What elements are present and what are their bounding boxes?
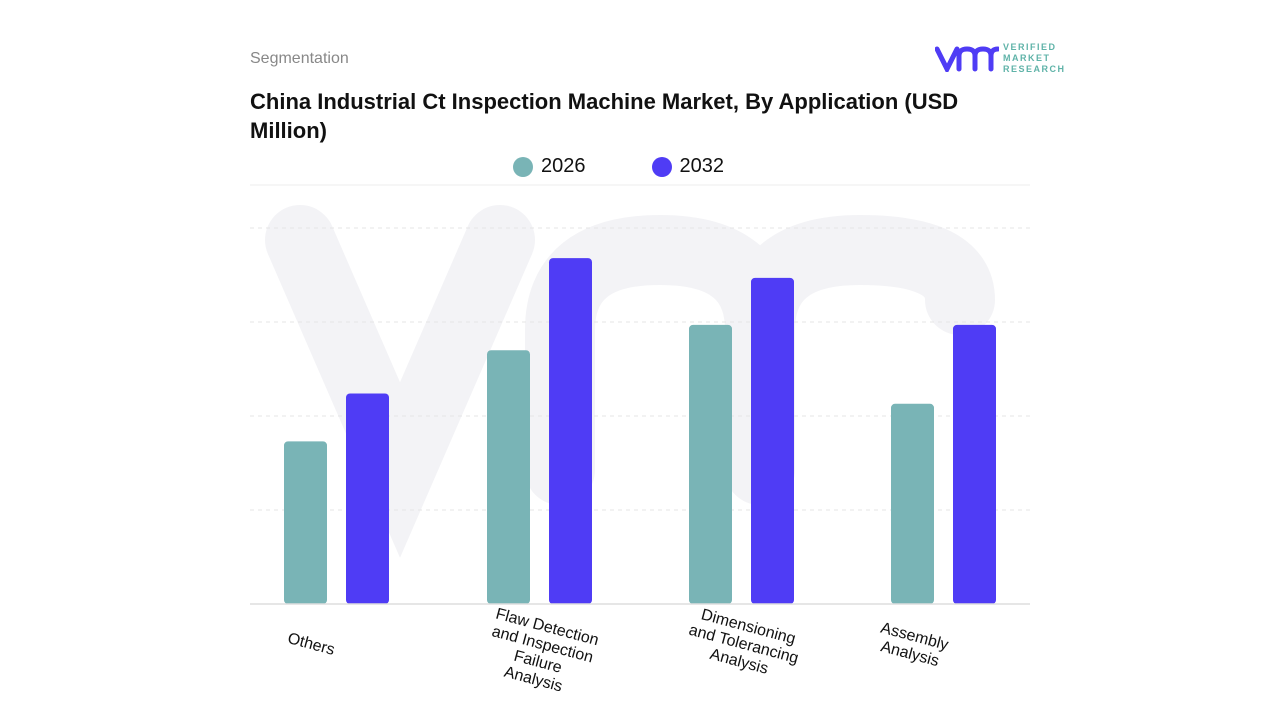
legend-item-2026: 2026 bbox=[513, 155, 586, 178]
legend-item-2032: 2032 bbox=[651, 155, 725, 178]
legend-swatch bbox=[513, 156, 533, 177]
bar-2026-1 bbox=[487, 350, 530, 604]
vmr-logo-icon bbox=[935, 45, 999, 72]
legend-label: 2026 bbox=[541, 155, 586, 177]
bar-2026-0 bbox=[284, 441, 327, 604]
logo: VERIFIED MARKET RESEARCH bbox=[935, 42, 1066, 75]
legend-label: 2032 bbox=[679, 155, 725, 177]
bar-2026-2 bbox=[689, 324, 732, 604]
bar-2026-3 bbox=[891, 403, 934, 604]
legend-swatch bbox=[651, 156, 672, 177]
bar-2032-0 bbox=[346, 393, 389, 604]
watermark-icon bbox=[265, 205, 995, 558]
logo-text: VERIFIED MARKET RESEARCH bbox=[1003, 42, 1066, 74]
bar-2032-3 bbox=[953, 324, 996, 604]
bar-2032-2 bbox=[751, 277, 794, 604]
bar-2032-1 bbox=[549, 258, 592, 604]
segment-label: Segmentation bbox=[250, 50, 349, 67]
legend: 2026 2032 bbox=[513, 155, 724, 178]
chart-title: China Industrial Ct Inspection Machine M… bbox=[250, 89, 959, 143]
